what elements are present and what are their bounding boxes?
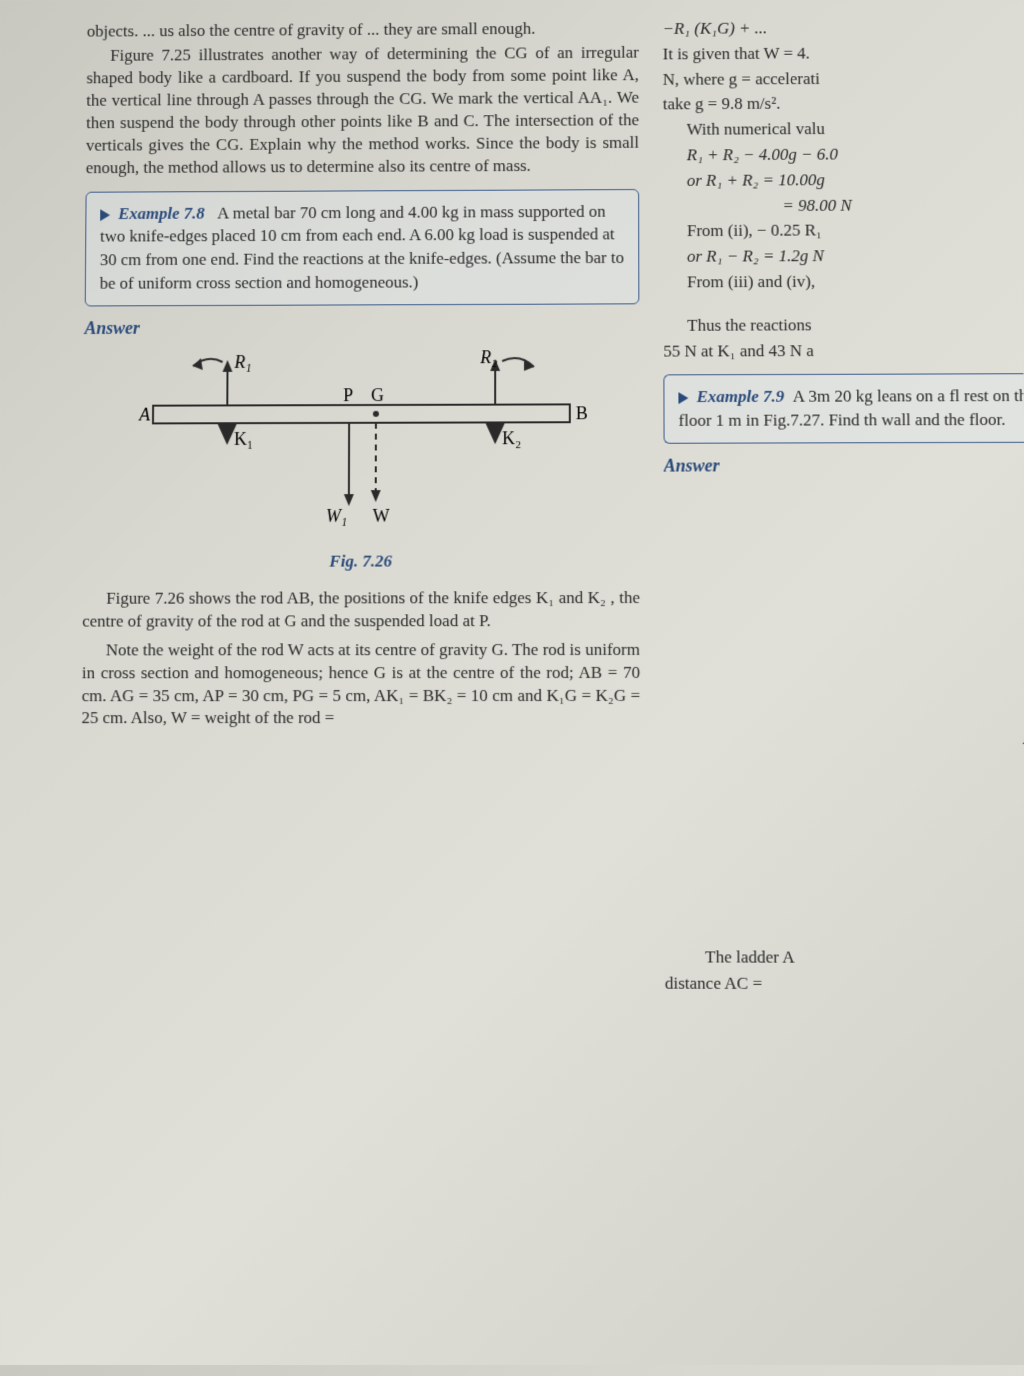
- label-K2: K₂: [502, 428, 521, 448]
- body-p2: Figure 7.26 shows the rod AB, the positi…: [82, 587, 640, 633]
- body-p1: Figure 7.25 illustrates another way of d…: [86, 42, 639, 180]
- r-l3: take g = 9.8 m/s².: [663, 91, 1021, 116]
- r-l11: Thus the reactions: [663, 312, 1023, 337]
- answer-heading-left: Answer: [84, 316, 639, 339]
- ladder-1: The ladder A: [665, 945, 1024, 970]
- body-p3: Note the weight of the rod W acts at its…: [81, 639, 640, 731]
- fig-7-26-caption: Fig. 7.26: [83, 551, 640, 572]
- r-l8: From (ii), − 0.25 R₁: [663, 218, 1022, 243]
- example-7-8-title: Example 7.8: [118, 203, 205, 222]
- label-K1: K₁: [234, 429, 253, 449]
- example-7-9-title: Example 7.9: [697, 387, 785, 406]
- r-l5: R₁ + R₂ − 4.00g − 6.0: [663, 142, 1022, 167]
- r-l9: or R₁ − R₂ = 1.2g N: [663, 244, 1022, 269]
- r-l4: With numerical valu: [663, 116, 1022, 141]
- label-B: B: [576, 403, 588, 423]
- answer-heading-right: Answer: [664, 455, 1024, 477]
- label-R2: R₂: [479, 347, 497, 367]
- r-l7: = 98.00 N: [663, 193, 1022, 218]
- figure-7-26-diagram: A B K₁ K₂ R₁: [122, 345, 599, 544]
- example-7-9-box: Example 7.9 A 3m 20 kg leans on a fl res…: [663, 373, 1024, 443]
- r-l12: 55 N at K₁ and 43 N a: [663, 338, 1023, 363]
- label-G: G: [371, 385, 384, 405]
- ladder-2: distance AC =: [665, 971, 1024, 996]
- label-P: P: [343, 385, 353, 405]
- r-l2: N, where g = accelerati: [663, 66, 1021, 91]
- right-column: −R₁ (K₁G) + ... It is given that W = 4. …: [663, 15, 1024, 998]
- label-R1: R₁: [233, 352, 251, 372]
- intro-p0: objects. ... us also the centre of gravi…: [87, 17, 639, 43]
- r-l10: From (iii) and (iv),: [663, 269, 1023, 294]
- figure-7-27-partial: N A: [664, 484, 1024, 785]
- label-W: W: [373, 506, 390, 526]
- triangle-marker-icon: [100, 209, 110, 221]
- r-l6: or R₁ + R₂ = 10.00g: [663, 167, 1022, 192]
- label-W1: W₁: [326, 506, 347, 526]
- triangle-marker-icon-2: [678, 393, 688, 405]
- r-l1: It is given that W = 4.: [663, 40, 1021, 66]
- example-7-8-box: Example 7.8 A metal bar 70 cm long and 4…: [85, 189, 640, 307]
- label-A: A: [138, 404, 150, 424]
- r-l0: −R₁ (K₁G) + ...: [663, 15, 1021, 41]
- left-column: objects. ... us also the centre of gravi…: [79, 17, 640, 997]
